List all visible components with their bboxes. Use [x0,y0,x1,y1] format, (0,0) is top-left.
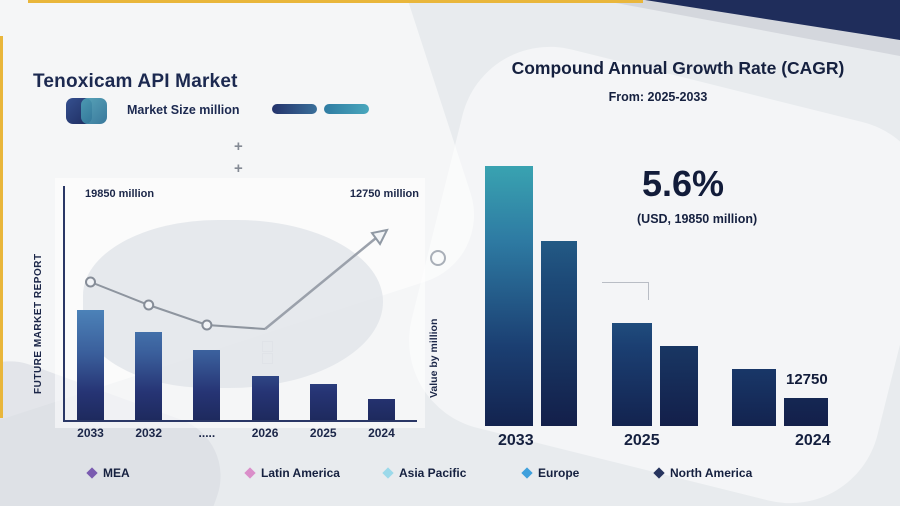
x-axis-line [63,420,417,422]
legend-label: Europe [538,466,580,480]
legend-item-latin-america: Latin America [244,466,340,480]
legend-label: Asia Pacific [399,466,467,480]
market-size-bar-..... [193,350,221,420]
left-chart-xlabels: 2033 2032..... 2026 2025 2024 [77,426,395,440]
diamond-icon [653,467,665,479]
market-size-legend-label: Market Size million [127,103,240,117]
cagr-bar-2025-1 [612,323,652,426]
right-chart-ylabel: Value by million [428,318,440,398]
left-axis-tick: 2025 [309,426,337,440]
gold-accent-top [28,0,643,3]
cagr-bar-2024-2 [784,398,828,426]
left-chart-bars [77,310,395,420]
annotation-19850: 19850 million [85,188,155,200]
annotation-12750: 12750 million [349,188,419,200]
corner-triangle-navy [645,0,900,40]
cagr-bar-2025-2 [660,346,698,426]
cagr-title: Compound Annual Growth Rate (CAGR) [511,58,845,78]
legend-label: North America [670,466,753,480]
legend-label: Latin America [261,466,340,480]
cube-icon-teal [81,98,107,124]
right-axis-tick: 2033 [498,432,534,449]
market-size-bar-2024 [367,399,395,420]
diamond-icon [86,467,98,479]
bar-group-2025 [612,323,698,426]
pill-decoration-navy [272,104,317,114]
left-axis-tick: ..... [198,426,216,440]
market-size-bar-2032 [135,332,163,420]
legend-label: MEA [103,466,130,480]
market-size-icon [66,96,110,128]
legend-item-mea: MEA [86,466,130,480]
diamond-icon [521,467,533,479]
plus-icon: + [234,160,243,177]
cagr-subtitle: From: 2025-2033 [608,90,708,104]
diamond-icon [244,467,256,479]
left-axis-tick: 2026 [251,426,279,440]
bar-group-2024 [732,369,828,426]
right-chart-plot [470,160,870,426]
left-axis-tick: 2032 [135,426,163,440]
diamond-icon [382,467,394,479]
page-title: Tenoxicam API Market [33,70,238,92]
market-size-bar-2033 [77,310,104,420]
left-axis-tick: 2024 [368,426,395,440]
market-size-chart: 19850 million 12750 million 2033 2032....… [55,178,425,440]
legend-item-asia-pacific: Asia Pacific [382,466,467,480]
plus-icon: + [234,138,243,155]
legend-item-north-america: North America [653,466,753,480]
right-axis-tick: 2025 [624,432,660,449]
right-axis-tick: 2024 [795,432,831,449]
left-chart-side-label: FUTURE MARKET REPORT [33,253,44,395]
cagr-value: 5.6% [642,163,725,204]
circle-icon [430,250,446,266]
bar-value-callout: 12750 [786,371,828,388]
step-line-decoration [602,282,649,300]
gold-accent-left [0,36,3,418]
pill-decoration-teal [324,104,369,114]
legend-item-europe: Europe [521,466,580,480]
market-size-bar-2025 [309,384,337,420]
cagr-bar-2033-2 [541,241,577,426]
cagr-bar-2033-1 [485,166,533,426]
bar-group-2033 [485,166,577,426]
cagr-bar-2024-1 [732,369,776,426]
cagr-note: (USD, 19850 million) [637,212,758,226]
y-axis-line [63,186,65,422]
market-size-bar-2026 [251,376,279,420]
left-axis-tick: 2033 [77,426,104,440]
